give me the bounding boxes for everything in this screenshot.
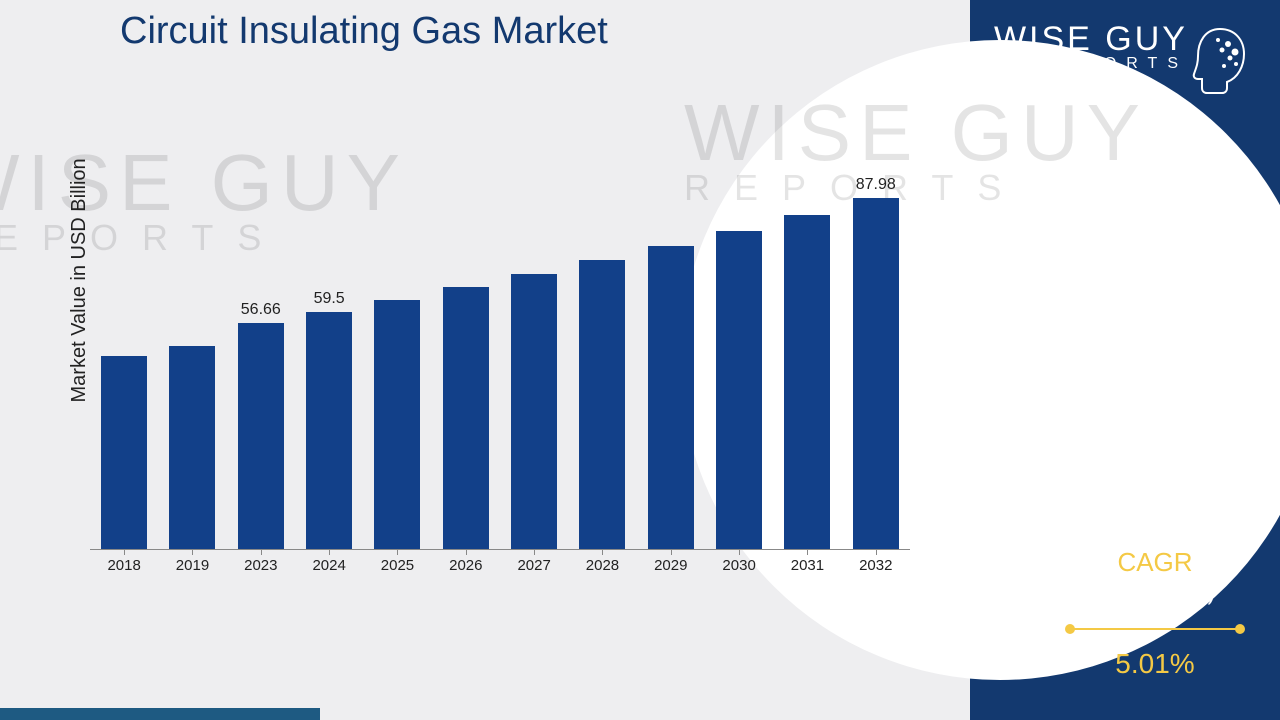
bar	[238, 323, 284, 549]
bar-slot	[158, 150, 226, 549]
bar-slot	[705, 150, 773, 549]
x-tick-label: 2032	[842, 549, 910, 574]
x-tick-label: 2023	[227, 549, 295, 574]
x-tick-label: 2028	[568, 549, 636, 574]
bar-series: 56.66 59.5 87.98	[90, 150, 910, 549]
bar-slot	[90, 150, 158, 549]
y-axis-label: Market Value in USD Billion	[68, 158, 91, 402]
bar	[579, 260, 625, 549]
bar	[716, 231, 762, 549]
footer-accent-bar	[0, 708, 320, 720]
brand-logo: WISE GUY REPORTS	[994, 20, 1250, 73]
x-tick-label: 2026	[432, 549, 500, 574]
brain-head-icon	[1190, 24, 1250, 94]
bar	[784, 215, 830, 549]
bar	[511, 274, 557, 549]
bar	[853, 198, 899, 549]
x-tick-label: 2019	[158, 549, 226, 574]
cagr-label: CAGR	[1030, 547, 1280, 578]
bar	[306, 312, 352, 549]
cagr-divider	[1070, 628, 1240, 630]
chart-container: Market Value in USD Billion 56.66 59.5 87.…	[40, 150, 910, 590]
bar-value-label: 59.5	[314, 290, 345, 308]
x-tick-label: 2025	[363, 549, 431, 574]
bar-value-label: 56.66	[241, 301, 281, 319]
bar-slot	[773, 150, 841, 549]
logo-main-text: WISE GUY	[994, 20, 1188, 59]
bar	[443, 287, 489, 549]
bar	[101, 356, 147, 550]
bar	[169, 346, 215, 549]
chart-title: Circuit Insulating Gas Market	[120, 10, 608, 53]
plot-area: 56.6659.587.98 2018201920232024202520262…	[90, 150, 910, 550]
bar-slot: 59.5	[295, 150, 363, 549]
x-tick-label: 2030	[705, 549, 773, 574]
bar-slot	[568, 150, 636, 549]
bar	[648, 246, 694, 549]
x-tick-label: 2027	[500, 549, 568, 574]
bar-slot	[637, 150, 705, 549]
bar-slot: 87.98	[842, 150, 910, 549]
bar-slot	[432, 150, 500, 549]
x-axis-ticks: 2018201920232024202520262027202820292030…	[90, 549, 910, 574]
bar-value-label: 87.98	[856, 176, 896, 194]
cagr-callout: CAGR (2019-2032) 5.01%	[1030, 547, 1280, 680]
bar	[374, 300, 420, 549]
x-tick-label: 2031	[773, 549, 841, 574]
cagr-range: (2019-2032)	[1030, 580, 1280, 606]
bar-slot: 56.66	[227, 150, 295, 549]
bar-slot	[363, 150, 431, 549]
bar-slot	[500, 150, 568, 549]
cagr-value: 5.01%	[1030, 648, 1280, 680]
x-tick-label: 2029	[637, 549, 705, 574]
x-tick-label: 2018	[90, 549, 158, 574]
x-tick-label: 2024	[295, 549, 363, 574]
